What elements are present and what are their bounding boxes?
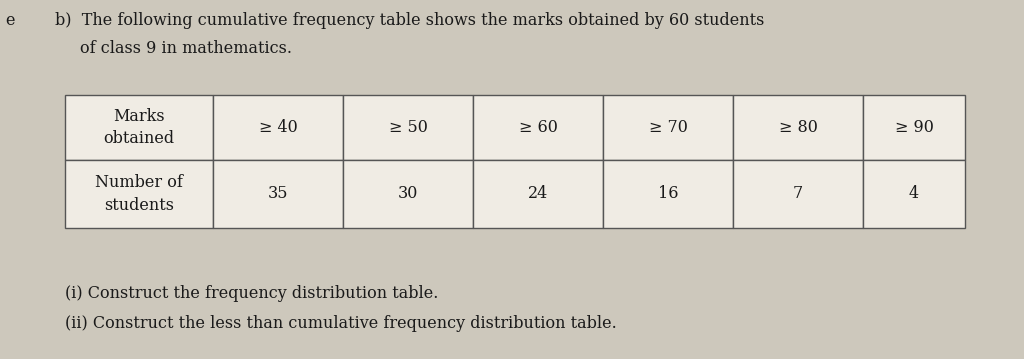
Text: e: e (5, 12, 14, 29)
Text: 4: 4 (909, 186, 920, 202)
Bar (343, 95, 473, 160)
Bar (603, 160, 733, 228)
Text: ≥ 60: ≥ 60 (518, 119, 557, 136)
Bar (473, 95, 603, 160)
Text: ≥ 50: ≥ 50 (388, 119, 427, 136)
Bar (603, 95, 733, 160)
Text: 7: 7 (793, 186, 803, 202)
Text: 16: 16 (657, 186, 678, 202)
Text: Number of
students: Number of students (95, 174, 183, 214)
Text: b)  The following cumulative frequency table shows the marks obtained by 60 stud: b) The following cumulative frequency ta… (55, 12, 764, 29)
Text: ≥ 40: ≥ 40 (259, 119, 297, 136)
Text: ≥ 70: ≥ 70 (648, 119, 687, 136)
Text: Marks
obtained: Marks obtained (103, 108, 174, 147)
Bar (473, 160, 603, 228)
Text: ≥ 80: ≥ 80 (778, 119, 817, 136)
Bar (65, 95, 213, 160)
Bar (213, 160, 343, 228)
Text: (ii) Construct the less than cumulative frequency distribution table.: (ii) Construct the less than cumulative … (65, 315, 616, 332)
Text: (i) Construct the frequency distribution table.: (i) Construct the frequency distribution… (65, 285, 438, 302)
Text: ≥ 90: ≥ 90 (895, 119, 934, 136)
Bar (213, 95, 343, 160)
Bar (343, 160, 473, 228)
Text: 24: 24 (528, 186, 548, 202)
Text: 35: 35 (267, 186, 288, 202)
Bar (733, 160, 863, 228)
Bar (863, 160, 965, 228)
Text: 30: 30 (397, 186, 418, 202)
Text: of class 9 in mathematics.: of class 9 in mathematics. (80, 40, 292, 57)
Bar (863, 95, 965, 160)
Bar (733, 95, 863, 160)
Bar (65, 160, 213, 228)
